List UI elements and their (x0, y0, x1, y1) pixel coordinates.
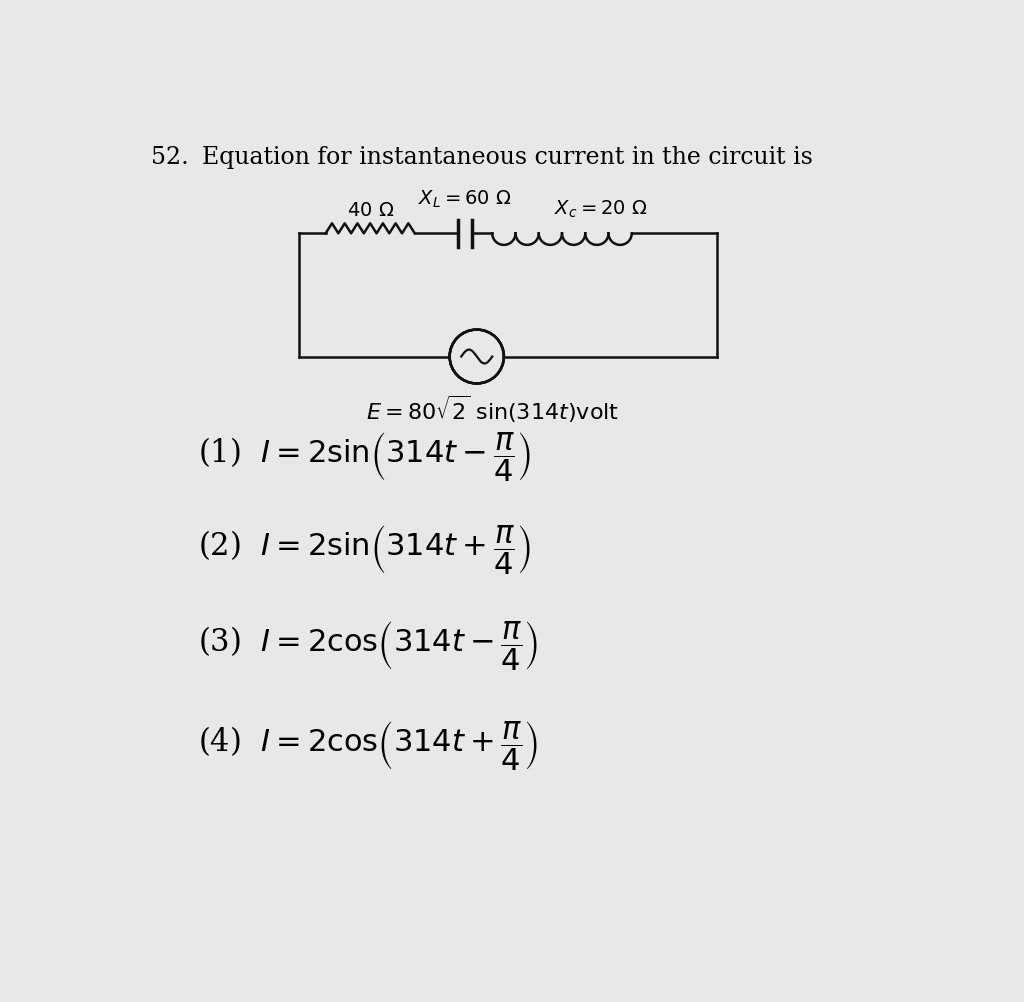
Circle shape (450, 331, 504, 384)
Text: $X_L = 60\ \Omega$: $X_L = 60\ \Omega$ (419, 188, 512, 209)
Text: $40\ \Omega$: $40\ \Omega$ (346, 202, 394, 220)
Text: $X_c = 20\ \Omega$: $X_c = 20\ \Omega$ (554, 199, 647, 220)
Text: 52.: 52. (152, 145, 189, 168)
Text: Equation for instantaneous current in the circuit is: Equation for instantaneous current in th… (202, 145, 812, 168)
Text: (1)  $I = 2\sin\!\left(314t - \dfrac{\pi}{4}\right)$: (1) $I = 2\sin\!\left(314t - \dfrac{\pi}… (198, 431, 530, 484)
Text: (2)  $I = 2\sin\!\left(314t + \dfrac{\pi}{4}\right)$: (2) $I = 2\sin\!\left(314t + \dfrac{\pi}… (198, 523, 530, 576)
Text: (3)  $I = 2\cos\!\left(314t - \dfrac{\pi}{4}\right)$: (3) $I = 2\cos\!\left(314t - \dfrac{\pi}… (198, 619, 539, 672)
Text: $E = 80\sqrt{2}\ \sin(314t)\mathrm{volt}$: $E = 80\sqrt{2}\ \sin(314t)\mathrm{volt}… (366, 394, 618, 425)
Text: (4)  $I = 2\cos\!\left(314t + \dfrac{\pi}{4}\right)$: (4) $I = 2\cos\!\left(314t + \dfrac{\pi}… (198, 718, 539, 773)
